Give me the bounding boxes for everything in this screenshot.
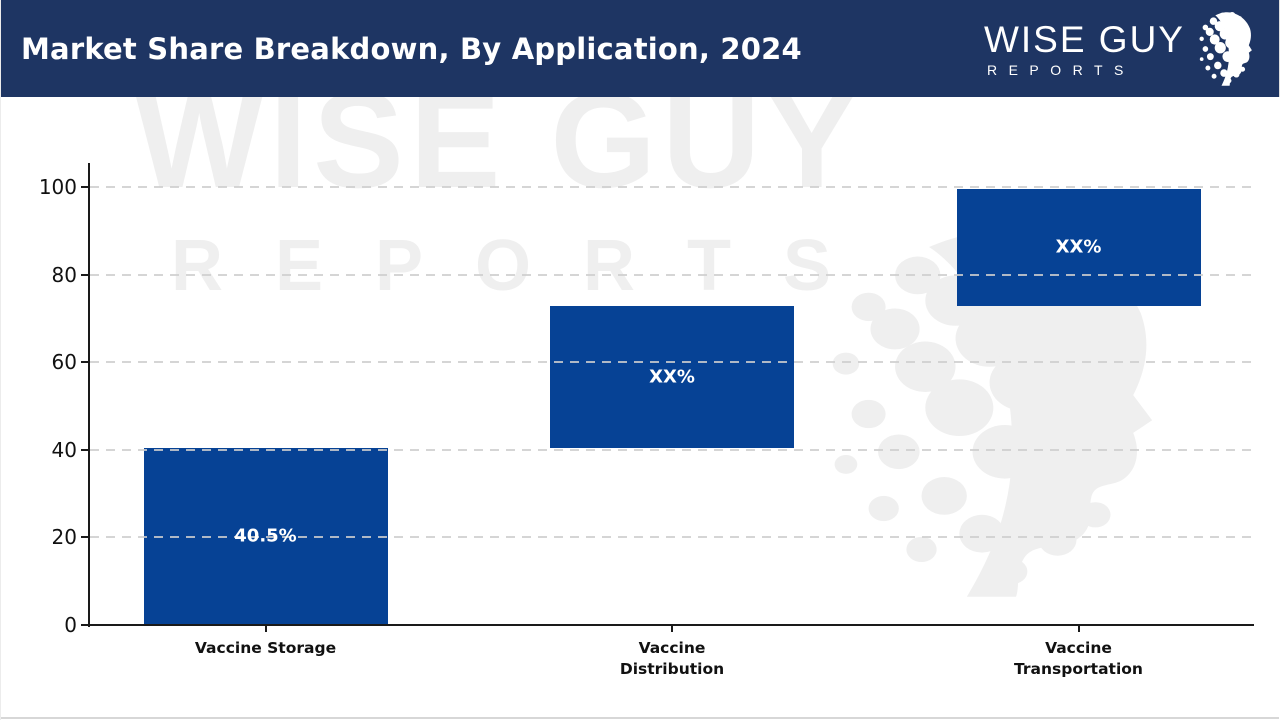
bar-value-label: 40.5% [234,525,297,547]
logo-text: WISE GUY REPORTS [984,21,1185,77]
watermark-text-secondary: REPORTS [171,226,884,306]
bar-segment [956,188,1201,307]
x-axis-tick [1077,626,1080,632]
y-tick-label: 80 [51,262,77,287]
y-tick-label: 20 [51,525,77,550]
bar-value-label: XX% [1055,236,1102,258]
y-tick-label: 60 [51,350,77,375]
y-axis-tick [81,536,89,539]
y-tick-label: 100 [38,175,77,199]
gridline [90,186,1254,188]
gridline [90,361,1254,364]
y-axis-tick [81,361,89,364]
x-tick-label: Vaccine Storage [194,639,337,657]
logo-wordmark: WISE GUY [983,18,1185,60]
x-tick-label: Vaccine Distribution [619,639,725,678]
y-axis-tick [81,273,89,276]
x-axis-line [87,624,1254,626]
y-tick-label: 40 [51,437,77,462]
header-bar: Market Share Breakdown, By Application, … [1,0,1279,97]
gridline [90,536,1254,539]
bottom-border [1,717,1279,719]
x-axis-tick [671,626,673,632]
gridline [90,273,1254,276]
y-axis-tick [81,624,89,626]
wiseguy-logo: WISE GUY REPORTS [984,11,1255,87]
plot-area: WISE GUY REPORTS 0 20 40 60 80 100 40.5% XX% XX%… [1,64,1280,720]
y-axis-tick [81,186,89,188]
y-tick-label: 0 [64,613,77,637]
bar-value-label: XX% [649,366,695,388]
bar-segment [143,447,388,625]
y-axis-line [88,163,90,627]
bar-segment [550,306,794,448]
logo-face-icon [1199,11,1252,86]
x-axis-tick [264,626,267,632]
logo-subtitle: REPORTS [986,61,1135,78]
gridline [90,448,1254,451]
x-tick-label: Vaccine Transportation [1014,639,1143,678]
chart-title: Market Share Breakdown, By Application, … [21,31,802,66]
y-axis-tick [81,448,89,451]
